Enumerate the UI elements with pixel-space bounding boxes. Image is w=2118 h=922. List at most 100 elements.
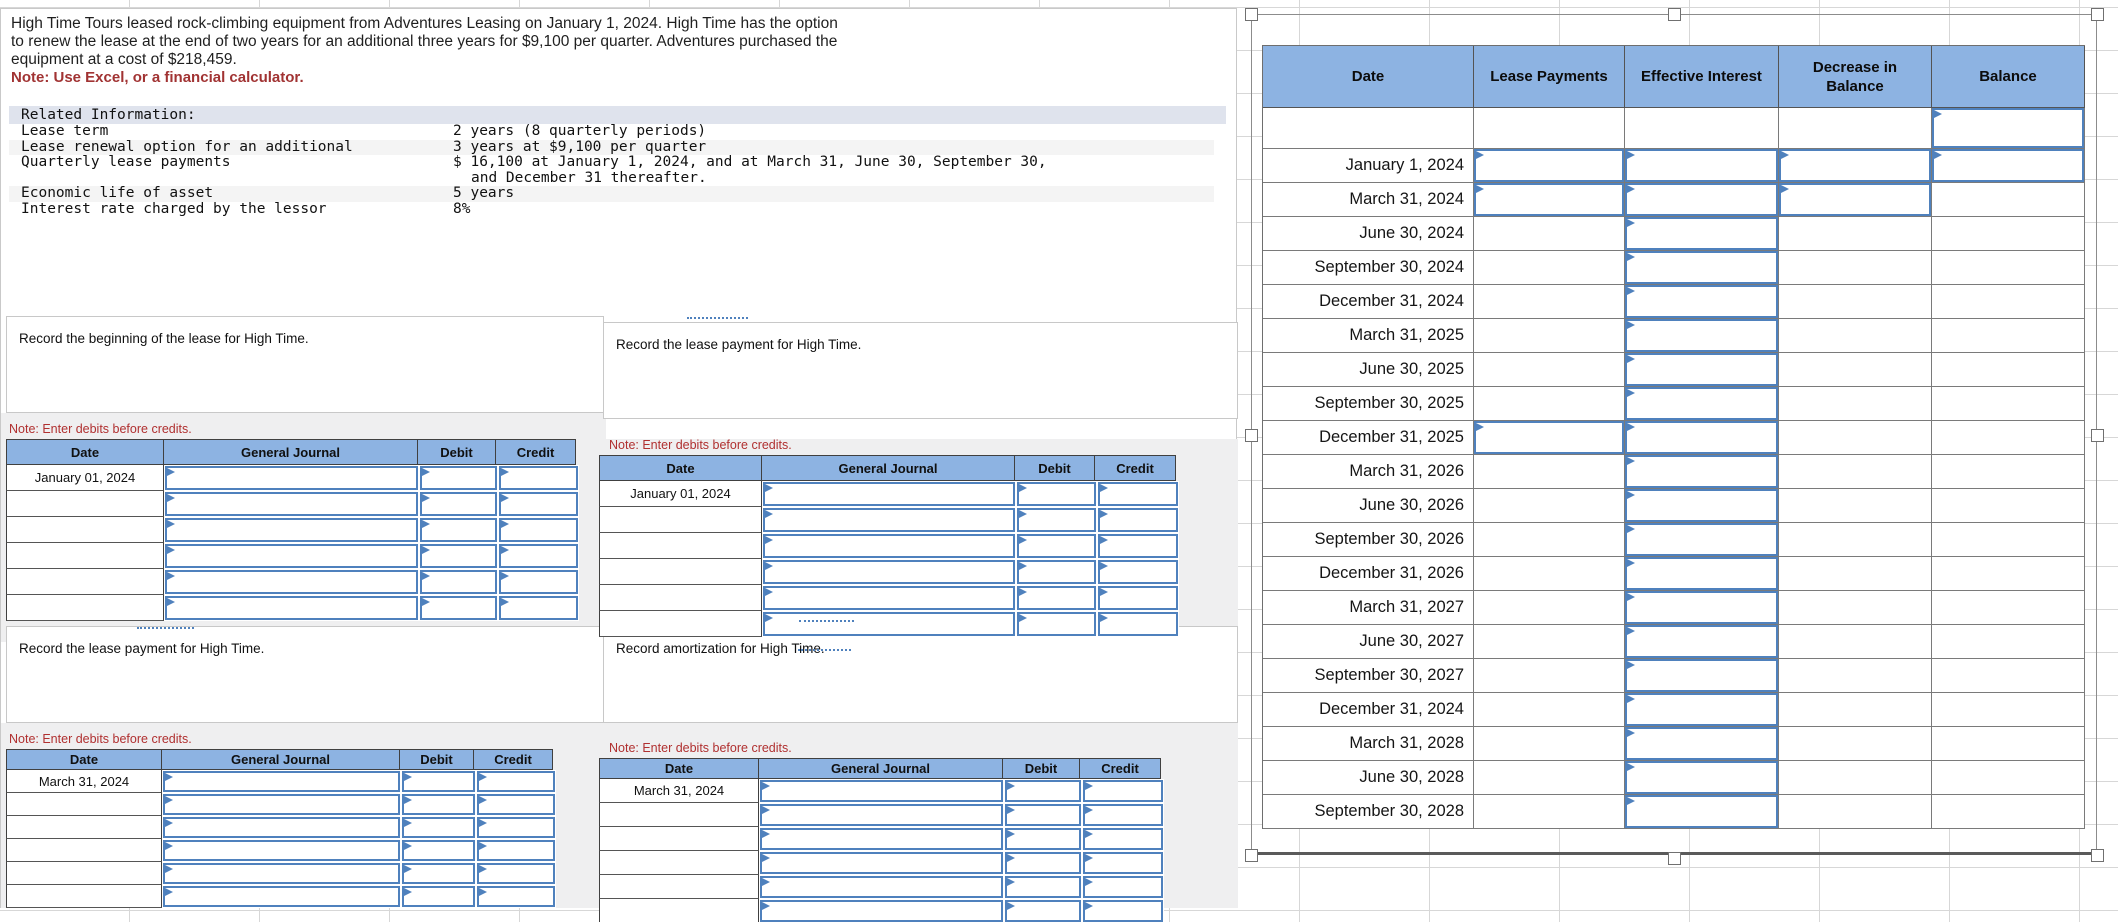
balance-input[interactable] <box>1932 149 2084 182</box>
account-input[interactable] <box>165 466 418 490</box>
effective-interest-input[interactable] <box>1625 693 1778 726</box>
credit-input[interactable] <box>1083 876 1163 898</box>
account-input[interactable] <box>763 612 1015 636</box>
credit-input[interactable] <box>1083 900 1163 922</box>
resize-handle-top-left[interactable] <box>1245 8 1258 21</box>
debit-input[interactable] <box>1017 586 1096 610</box>
debit-input[interactable] <box>420 518 497 542</box>
credit-input[interactable] <box>499 518 578 542</box>
effective-interest-input[interactable] <box>1625 285 1778 318</box>
effective-interest-input[interactable] <box>1625 489 1778 522</box>
effective-interest-input[interactable] <box>1625 353 1778 386</box>
debit-input[interactable] <box>1017 482 1096 506</box>
resize-handle-top-right[interactable] <box>2091 8 2104 21</box>
lease-payment-input[interactable] <box>1474 421 1624 454</box>
resize-handle-middle-right[interactable] <box>2091 429 2104 442</box>
balance-input[interactable] <box>1932 108 2084 148</box>
credit-input[interactable] <box>1098 482 1178 506</box>
debit-input[interactable] <box>402 771 475 792</box>
credit-input[interactable] <box>1098 612 1178 636</box>
lease-payment-input[interactable] <box>1474 183 1624 216</box>
effective-interest-input[interactable] <box>1625 455 1778 488</box>
resize-handle-bottom-middle[interactable] <box>1668 852 1681 865</box>
credit-input[interactable] <box>499 596 578 620</box>
debit-input[interactable] <box>1017 534 1096 558</box>
debit-input[interactable] <box>1017 612 1096 636</box>
credit-input[interactable] <box>1083 828 1163 850</box>
account-input[interactable] <box>760 876 1003 898</box>
account-input[interactable] <box>763 560 1015 584</box>
credit-input[interactable] <box>1083 804 1163 826</box>
account-input[interactable] <box>760 780 1003 802</box>
credit-input[interactable] <box>1083 852 1163 874</box>
account-input[interactable] <box>163 794 400 815</box>
credit-input[interactable] <box>499 466 578 490</box>
debit-input[interactable] <box>1005 876 1081 898</box>
effective-interest-input[interactable] <box>1625 591 1778 624</box>
effective-interest-input[interactable] <box>1625 217 1778 250</box>
effective-interest-input[interactable] <box>1625 727 1778 760</box>
effective-interest-input[interactable] <box>1625 761 1778 794</box>
credit-input[interactable] <box>1083 780 1163 802</box>
debit-input[interactable] <box>402 794 475 815</box>
debit-input[interactable] <box>420 596 497 620</box>
debit-input[interactable] <box>402 886 475 907</box>
decrease-in-balance-input[interactable] <box>1779 183 1931 216</box>
resize-handle-bottom-left[interactable] <box>1245 849 1258 862</box>
account-input[interactable] <box>760 852 1003 874</box>
account-input[interactable] <box>163 817 400 838</box>
debit-input[interactable] <box>402 840 475 861</box>
debit-input[interactable] <box>1005 780 1081 802</box>
account-input[interactable] <box>760 828 1003 850</box>
effective-interest-input[interactable] <box>1625 625 1778 658</box>
account-input[interactable] <box>163 771 400 792</box>
account-input[interactable] <box>163 840 400 861</box>
effective-interest-input[interactable] <box>1625 319 1778 352</box>
debit-input[interactable] <box>402 817 475 838</box>
credit-input[interactable] <box>1098 508 1178 532</box>
debit-input[interactable] <box>1017 560 1096 584</box>
debit-input[interactable] <box>420 544 497 568</box>
debit-input[interactable] <box>420 466 497 490</box>
account-input[interactable] <box>763 508 1015 532</box>
account-input[interactable] <box>763 534 1015 558</box>
effective-interest-input[interactable] <box>1625 149 1778 182</box>
credit-input[interactable] <box>477 771 555 792</box>
effective-interest-input[interactable] <box>1625 523 1778 556</box>
debit-input[interactable] <box>402 863 475 884</box>
debit-input[interactable] <box>420 492 497 516</box>
effective-interest-input[interactable] <box>1625 251 1778 284</box>
account-input[interactable] <box>163 886 400 907</box>
effective-interest-input[interactable] <box>1625 659 1778 692</box>
debit-input[interactable] <box>1017 508 1096 532</box>
credit-input[interactable] <box>1098 586 1178 610</box>
account-input[interactable] <box>165 518 418 542</box>
effective-interest-input[interactable] <box>1625 183 1778 216</box>
account-input[interactable] <box>760 804 1003 826</box>
credit-input[interactable] <box>477 886 555 907</box>
account-input[interactable] <box>763 482 1015 506</box>
credit-input[interactable] <box>477 817 555 838</box>
effective-interest-input[interactable] <box>1625 795 1778 828</box>
account-input[interactable] <box>165 596 418 620</box>
lease-payment-input[interactable] <box>1474 149 1624 182</box>
debit-input[interactable] <box>1005 900 1081 922</box>
credit-input[interactable] <box>499 570 578 594</box>
account-input[interactable] <box>165 544 418 568</box>
credit-input[interactable] <box>477 794 555 815</box>
account-input[interactable] <box>165 492 418 516</box>
resize-handle-middle-left[interactable] <box>1245 429 1258 442</box>
debit-input[interactable] <box>1005 804 1081 826</box>
credit-input[interactable] <box>1098 534 1178 558</box>
account-input[interactable] <box>760 900 1003 922</box>
resize-handle-bottom-right[interactable] <box>2091 849 2104 862</box>
effective-interest-input[interactable] <box>1625 557 1778 590</box>
credit-input[interactable] <box>499 492 578 516</box>
debit-input[interactable] <box>1005 852 1081 874</box>
resize-handle-top-middle[interactable] <box>1668 8 1681 21</box>
debit-input[interactable] <box>1005 828 1081 850</box>
credit-input[interactable] <box>1098 560 1178 584</box>
credit-input[interactable] <box>477 840 555 861</box>
decrease-in-balance-input[interactable] <box>1779 149 1931 182</box>
account-input[interactable] <box>163 863 400 884</box>
